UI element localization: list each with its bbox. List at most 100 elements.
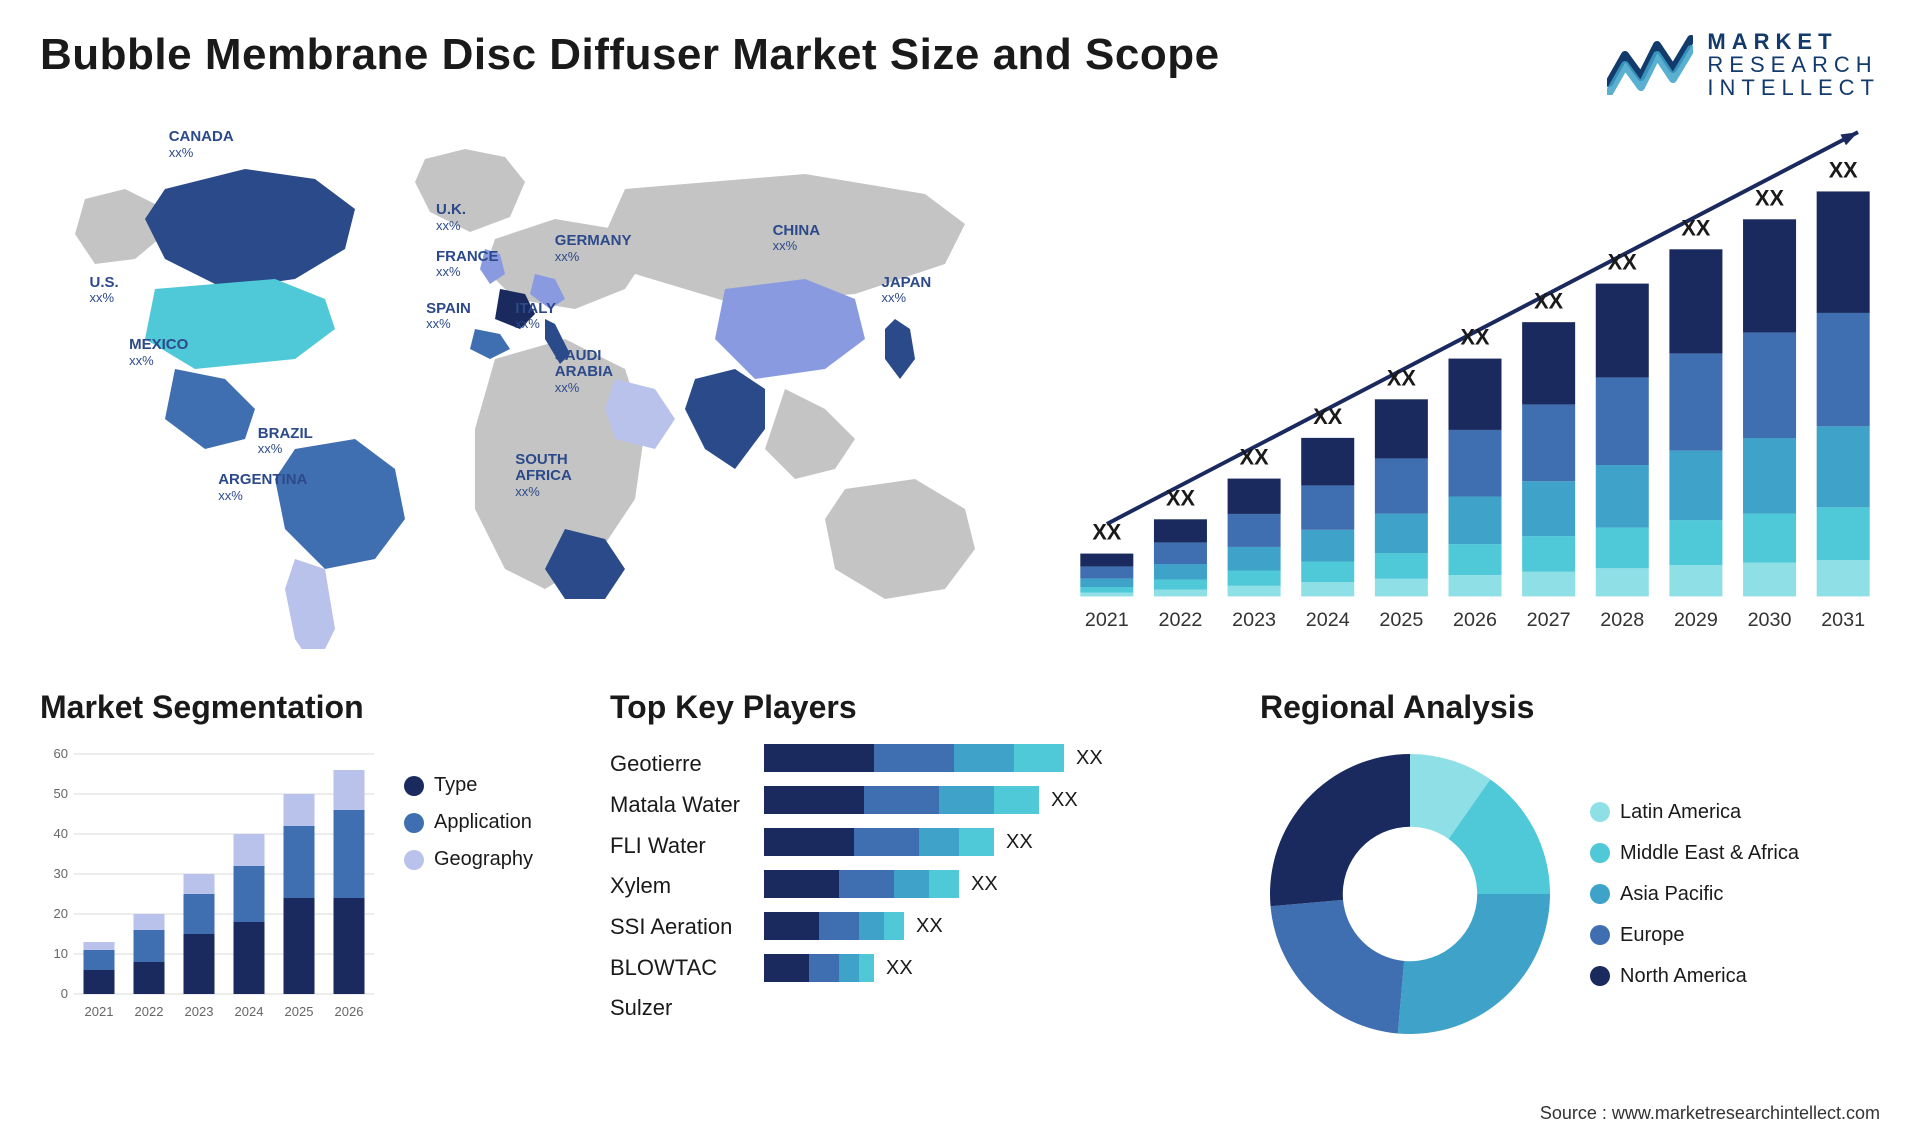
key-players-panel: Top Key Players GeotierreMatala WaterFLI… <box>610 689 1210 1044</box>
player-bar-seg <box>764 744 874 772</box>
seg-bar-seg <box>84 970 115 994</box>
player-bar-seg <box>764 870 839 898</box>
player-bar-seg <box>939 786 994 814</box>
big-bar-year-label: 2024 <box>1306 609 1350 631</box>
player-bar-seg <box>839 954 859 982</box>
big-bar-seg <box>1817 560 1870 596</box>
big-bar-year-label: 2023 <box>1232 609 1276 631</box>
map-label-spain: SPAINxx% <box>426 301 471 332</box>
seg-bar-seg <box>234 834 265 866</box>
player-bar-seg <box>764 786 864 814</box>
big-bar-seg <box>1522 536 1575 572</box>
big-bar-seg <box>1522 322 1575 404</box>
big-bar-seg <box>1080 593 1133 597</box>
map-label-japan: JAPANxx% <box>882 275 932 306</box>
regional-legend-item: North America <box>1590 965 1799 988</box>
segmentation-legend: Type Application Geography <box>404 744 533 871</box>
map-region-seasia <box>765 389 855 479</box>
seg-ytick-label: 60 <box>54 746 68 761</box>
player-value-label: XX <box>886 957 913 980</box>
seg-legend-swatch-icon <box>404 813 424 833</box>
player-bar-seg <box>919 828 959 856</box>
big-bar-seg <box>1448 359 1501 430</box>
map-label-safrica: SOUTHAFRICAxx% <box>515 452 572 499</box>
trend-arrow-head-icon <box>1840 132 1858 145</box>
big-bar-seg <box>1228 479 1281 514</box>
seg-legend-item: Type <box>404 774 533 797</box>
map-region-brazil <box>275 439 405 569</box>
seg-legend-label: Application <box>434 811 532 834</box>
big-bar-seg <box>1154 590 1207 597</box>
big-bar-year-label: 2022 <box>1158 609 1202 631</box>
seg-legend-label: Geography <box>434 848 533 871</box>
player-bar-seg <box>959 828 994 856</box>
big-bar-seg <box>1743 438 1796 513</box>
map-region-mexico <box>165 369 255 449</box>
seg-xtick-label: 2021 <box>85 1004 114 1019</box>
big-bar-seg <box>1375 400 1428 459</box>
regional-legend-item: Asia Pacific <box>1590 883 1799 906</box>
big-bar-year-label: 2027 <box>1527 609 1571 631</box>
big-bar-value-label: XX <box>1608 250 1637 275</box>
big-bar-year-label: 2029 <box>1674 609 1718 631</box>
regional-legend-swatch-icon <box>1590 843 1610 863</box>
player-bar <box>764 870 959 898</box>
player-bar <box>764 828 994 856</box>
big-bar-seg <box>1743 220 1796 333</box>
player-bar <box>764 912 904 940</box>
big-bar-seg <box>1375 579 1428 597</box>
bottom-row: Market Segmentation 01020304050602021202… <box>40 689 1880 1044</box>
big-bar-seg <box>1448 544 1501 575</box>
regional-legend: Latin AmericaMiddle East & AfricaAsia Pa… <box>1590 801 1799 988</box>
big-bar-value-label: XX <box>1534 289 1563 314</box>
player-value-label: XX <box>916 915 943 938</box>
page-title: Bubble Membrane Disc Diffuser Market Siz… <box>40 30 1220 80</box>
big-bar-seg <box>1080 567 1133 579</box>
seg-ytick-label: 50 <box>54 786 68 801</box>
big-bar-seg <box>1743 563 1796 597</box>
player-bar-row: XX <box>764 912 1210 940</box>
seg-bar-seg <box>284 898 315 994</box>
map-label-saudi: SAUDIARABIAxx% <box>555 348 613 395</box>
player-bar-seg <box>839 870 894 898</box>
regional-legend-swatch-icon <box>1590 966 1610 986</box>
player-name: SSI Aeration <box>610 907 740 948</box>
seg-xtick-label: 2025 <box>285 1004 314 1019</box>
player-bar-seg <box>764 912 819 940</box>
map-region-saudi <box>605 379 675 449</box>
big-bar-seg <box>1522 482 1575 537</box>
player-bar-seg <box>764 954 809 982</box>
map-label-uk: U.K.xx% <box>436 202 466 233</box>
map-region-canada <box>145 169 355 289</box>
regional-panel: Regional Analysis Latin AmericaMiddle Ea… <box>1260 689 1880 1044</box>
donut-slice <box>1398 894 1550 1034</box>
player-bar <box>764 744 1064 772</box>
key-players-bars: XXXXXXXXXXXX <box>764 744 1210 996</box>
player-name: Matala Water <box>610 785 740 826</box>
seg-bar-seg <box>184 874 215 894</box>
regional-legend-label: Europe <box>1620 924 1685 947</box>
seg-bar-seg <box>284 826 315 898</box>
big-bar-seg <box>1817 508 1870 561</box>
player-bar-seg <box>864 786 939 814</box>
player-bar-seg <box>764 828 854 856</box>
big-bar-value-label: XX <box>1387 366 1416 391</box>
big-bar-seg <box>1448 430 1501 497</box>
seg-bar-seg <box>84 942 115 950</box>
top-row: CANADAxx%U.S.xx%MEXICOxx%BRAZILxx%ARGENT… <box>40 129 1880 649</box>
map-label-argentina: ARGENTINAxx% <box>218 472 307 503</box>
regional-legend-item: Europe <box>1590 924 1799 947</box>
map-label-india: INDIAxx% <box>693 384 734 415</box>
big-bar-year-label: 2030 <box>1748 609 1792 631</box>
big-bar-seg <box>1817 192 1870 314</box>
seg-ytick-label: 30 <box>54 866 68 881</box>
big-bar-seg <box>1448 497 1501 545</box>
player-value-label: XX <box>971 873 998 896</box>
seg-xtick-label: 2024 <box>235 1004 264 1019</box>
map-region-japan <box>885 319 915 379</box>
player-bar-seg <box>929 870 959 898</box>
map-label-mexico: MEXICOxx% <box>129 337 188 368</box>
seg-bar-seg <box>334 810 365 898</box>
map-label-brazil: BRAZILxx% <box>258 426 313 457</box>
world-map-svg <box>40 129 1030 649</box>
